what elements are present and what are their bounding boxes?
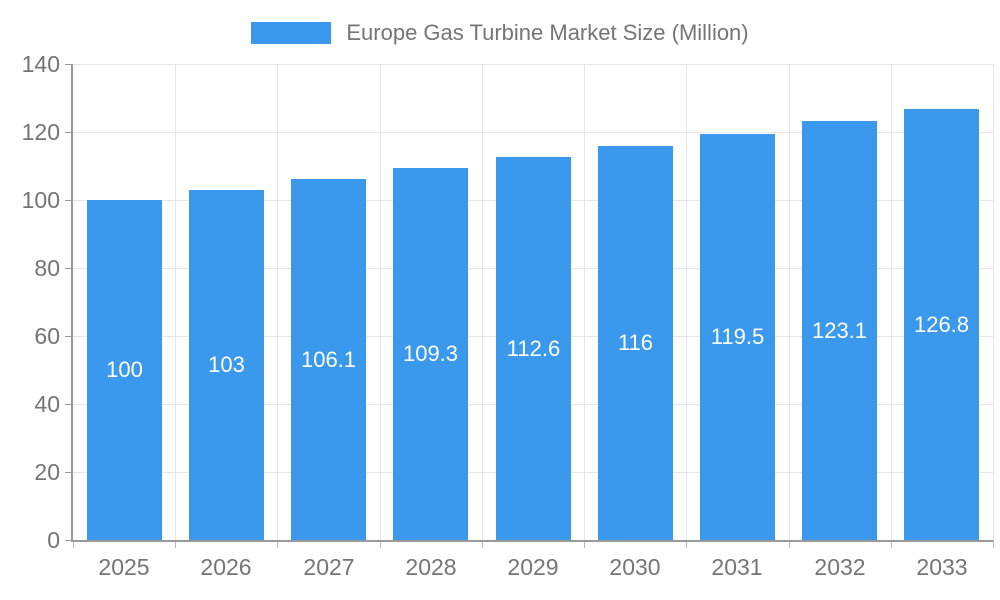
x-gridline xyxy=(789,64,790,540)
bar-value-label: 123.1 xyxy=(811,317,868,343)
x-gridline xyxy=(380,64,381,540)
bar-2032[interactable]: 123.1 xyxy=(802,121,877,540)
y-axis-tick xyxy=(65,64,73,65)
y-axis-tick-label: 80 xyxy=(34,255,60,281)
x-axis-tick xyxy=(891,540,892,548)
y-gridline xyxy=(73,64,993,65)
x-gridline xyxy=(686,64,687,540)
x-axis-label-2027: 2027 xyxy=(303,554,355,580)
bar-2030[interactable]: 116 xyxy=(598,146,673,540)
x-axis-tick xyxy=(73,540,74,548)
bar-value-label: 109.3 xyxy=(402,341,459,366)
x-gridline xyxy=(584,64,585,540)
y-axis-tick xyxy=(65,132,73,133)
legend-label: Europe Gas Turbine Market Size (Million) xyxy=(346,20,749,45)
x-axis-line xyxy=(71,540,993,542)
x-gridline xyxy=(175,64,176,540)
x-axis-tick xyxy=(380,540,381,548)
y-axis-tick-label: 60 xyxy=(34,323,60,349)
x-axis-label-2028: 2028 xyxy=(405,554,457,580)
y-axis-line xyxy=(71,64,73,540)
x-axis-label-2025: 2025 xyxy=(98,554,150,580)
y-axis-tick xyxy=(65,540,73,541)
bar-2029[interactable]: 112.6 xyxy=(496,157,571,540)
bar-value-label: 116 xyxy=(617,330,654,355)
x-gridline xyxy=(993,64,994,540)
y-axis-tick xyxy=(65,472,73,473)
legend-swatch-icon xyxy=(251,22,332,44)
y-axis-tick xyxy=(65,336,73,337)
bar-2026[interactable]: 103 xyxy=(189,190,264,540)
y-axis-tick-label: 0 xyxy=(47,527,60,553)
x-axis-tick xyxy=(584,540,585,548)
bar-2025[interactable]: 100 xyxy=(87,200,162,540)
x-axis-tick xyxy=(277,540,278,548)
x-axis-tick xyxy=(686,540,687,548)
y-axis-tick xyxy=(65,268,73,269)
x-axis-label-2029: 2029 xyxy=(507,554,559,580)
y-axis-tick xyxy=(65,200,73,201)
x-axis-tick xyxy=(482,540,483,548)
bar-value-label: 103 xyxy=(208,352,245,377)
x-axis-label-2030: 2030 xyxy=(609,554,661,580)
x-axis-label-2032: 2032 xyxy=(814,554,866,580)
bar-2027[interactable]: 106.1 xyxy=(291,179,366,540)
x-gridline xyxy=(891,64,892,540)
y-axis-tick-label: 100 xyxy=(21,187,60,213)
x-gridline xyxy=(277,64,278,540)
x-axis-tick xyxy=(993,540,994,548)
bar-value-label: 100 xyxy=(106,357,143,382)
chart-legend[interactable]: Europe Gas Turbine Market Size (Million) xyxy=(0,16,1000,50)
y-axis-tick-label: 140 xyxy=(21,51,60,77)
x-axis-tick xyxy=(175,540,176,548)
x-gridline xyxy=(482,64,483,540)
x-axis-tick xyxy=(789,540,790,548)
bar-value-label: 106.1 xyxy=(300,346,357,372)
bar-value-label: 126.8 xyxy=(913,311,970,337)
y-axis-tick-label: 20 xyxy=(34,459,60,485)
x-axis-label-2026: 2026 xyxy=(200,554,252,580)
bar-2028[interactable]: 109.3 xyxy=(393,168,468,540)
x-axis-label-2031: 2031 xyxy=(711,554,763,580)
x-axis-label-2033: 2033 xyxy=(916,554,968,580)
y-axis-tick-label: 40 xyxy=(34,391,60,417)
bar-value-label: 112.6 xyxy=(506,335,561,361)
bar-2031[interactable]: 119.5 xyxy=(700,134,775,540)
y-axis-tick-label: 120 xyxy=(21,119,60,145)
y-axis-tick xyxy=(65,404,73,405)
bar-2033[interactable]: 126.8 xyxy=(904,109,979,540)
bar-value-label: 119.5 xyxy=(710,324,765,349)
